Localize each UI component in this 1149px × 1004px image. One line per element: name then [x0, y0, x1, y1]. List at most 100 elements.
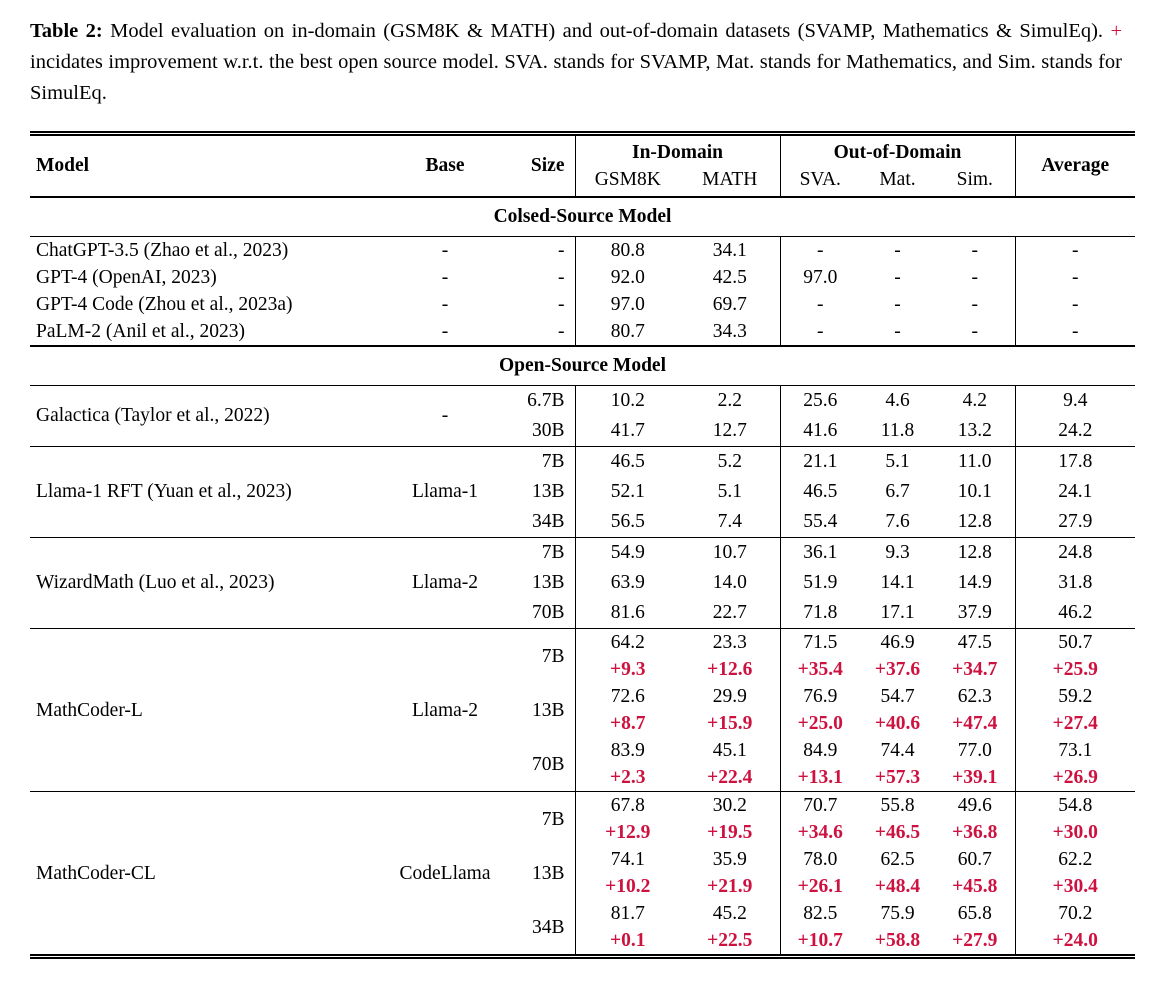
score-cell-mat: 11.8: [880, 420, 915, 441]
score-cell-average: 73.1: [1014, 737, 1135, 764]
score-cell-sva: 41.6: [779, 416, 860, 447]
improvement-cell-sim: +36.8: [952, 822, 998, 843]
score-cell-mat: 46.9: [860, 628, 935, 656]
score-cell-sva: -: [779, 236, 860, 264]
results-table: Model Base Size In-Domain Out-of-Domain …: [30, 131, 1135, 959]
score-cell-sva: 70.7: [779, 791, 860, 819]
table-row: 30B 41.7 12.7 41.6 11.8 13.2 24.2: [30, 416, 1135, 447]
score-cell-mat: 55.8: [860, 791, 935, 819]
improvement-cell-sva: +10.7: [779, 927, 860, 957]
model-cell: MathCoder-L: [30, 628, 395, 792]
table-row: 34B 56.5 7.4 55.4 7.6 12.8 27.9: [30, 507, 1135, 538]
score-cell-sim: 49.6: [935, 791, 1015, 819]
improvement-cell-sva: +26.1: [779, 873, 860, 900]
table-row-improvement: +10.2 +21.9 +26.1 +48.4 +45.8 +30.4: [30, 873, 1135, 900]
score-cell-sva: 21.1: [779, 446, 860, 477]
score-cell-mat: 14.1: [880, 572, 915, 593]
score-cell-math: 45.1: [712, 740, 747, 761]
improvement-cell-math: +21.9: [707, 876, 753, 897]
table-row: MathCoder-CL CodeLlama 7B 67.8 30.2 70.7…: [30, 791, 1135, 957]
score-cell-average: -: [1014, 291, 1135, 318]
table-row: 13B 63.9 14.0 51.9 14.1 14.9 31.8: [30, 568, 1135, 598]
score-cell-math: 5.2: [680, 446, 780, 477]
size-cell: -: [558, 321, 565, 342]
table-row: WizardMath (Luo et al., 2023) Llama-2 7B…: [30, 537, 1135, 629]
score-cell-sim: -: [971, 321, 979, 342]
header-row-groups: Model Base Size In-Domain Out-of-Domain …: [30, 133, 1135, 198]
size-cell: 6.7B: [527, 390, 565, 411]
table-row-improvement: +9.3 +12.6 +35.4 +37.6 +34.7 +25.9: [30, 656, 1135, 683]
score-cell-average: 24.8: [1014, 537, 1135, 568]
improvement-cell-gsm8k: +10.2: [574, 873, 680, 900]
score-cell-average: 54.8: [1014, 791, 1135, 819]
score-cell-sva: 71.5: [779, 628, 860, 656]
improvement-cell-math: +12.6: [707, 659, 753, 680]
score-cell-sim: 12.8: [935, 537, 1015, 568]
table-row: Galactica (Taylor et al., 2022) - 6.7B 1…: [30, 385, 1135, 426]
table-row: 13B 52.1 5.1 46.5 6.7 10.1 24.1: [30, 477, 1135, 507]
col-header-simuleq: Sim.: [935, 166, 1015, 198]
score-cell-gsm8k: 72.6: [574, 683, 680, 710]
score-cell-gsm8k: 81.7: [574, 900, 680, 927]
score-cell-sim: 11.0: [935, 446, 1015, 477]
col-group-out-of-domain: Out-of-Domain: [779, 133, 1015, 166]
score-cell-mat: -: [894, 267, 901, 288]
improvement-cell-gsm8k: +12.9: [574, 819, 680, 846]
table-row-improvement: +12.9 +19.5 +34.6 +46.5 +36.8 +30.0: [30, 819, 1135, 846]
model-cell: Galactica (Taylor et al., 2022): [36, 405, 270, 426]
score-cell-sva: 46.5: [779, 477, 860, 507]
table-row: 34B 81.7 45.2 82.5 75.9 65.8 70.2: [30, 900, 1135, 938]
score-cell-math: 10.7: [680, 537, 780, 568]
score-cell-mat: 17.1: [880, 602, 915, 623]
size-cell: 70B: [531, 602, 565, 623]
improvement-cell-gsm8k: +2.3: [574, 764, 680, 792]
improvement-cell-mat: +37.6: [874, 659, 921, 680]
score-cell-average: 70.2: [1014, 900, 1135, 927]
size-cell: -: [558, 267, 565, 288]
score-cell-math: 23.3: [680, 628, 780, 656]
model-cell: WizardMath (Luo et al., 2023): [30, 537, 395, 629]
improvement-cell-gsm8k: +8.7: [574, 710, 680, 737]
score-cell-gsm8k: 10.2: [574, 385, 680, 416]
table-row: 70B 83.9 45.1 84.9 74.4 77.0 73.1: [30, 737, 1135, 775]
caption-text-before: Model evaluation on in-domain (GSM8K & M…: [102, 20, 1111, 42]
score-cell-average: 17.8: [1014, 446, 1135, 477]
improvement-cell-math: +22.5: [707, 930, 753, 951]
score-cell-math: 35.9: [712, 849, 747, 870]
score-cell-sim: 13.2: [957, 420, 992, 441]
score-cell-sim: 60.7: [957, 849, 992, 870]
score-cell-average: -: [1014, 264, 1135, 291]
score-cell-sva: 71.8: [779, 598, 860, 629]
improvement-cell-sim: +34.7: [952, 659, 998, 680]
score-cell-sva: 78.0: [779, 846, 860, 873]
col-header-gsm8k: GSM8K: [574, 166, 680, 198]
score-cell-average: 62.2: [1014, 846, 1135, 873]
size-cell: -: [558, 240, 565, 261]
score-cell-mat: -: [894, 294, 901, 315]
header-row-datasets: GSM8K MATH SVA. Mat. Sim.: [30, 166, 1135, 198]
base-cell: Llama-2: [395, 628, 495, 792]
score-cell-math: 42.5: [712, 267, 747, 288]
base-cell: -: [441, 240, 449, 261]
score-cell-sva: 82.5: [779, 900, 860, 927]
col-header-model: Model: [30, 133, 395, 198]
score-cell-average: -: [1014, 318, 1135, 346]
caption-plus-symbol: +: [1110, 20, 1122, 42]
size-cell: 7B: [495, 791, 575, 846]
score-cell-math: 5.1: [717, 481, 742, 502]
score-cell-math: 7.4: [717, 511, 742, 532]
section-title: Open-Source Model: [30, 345, 1135, 386]
score-cell-gsm8k: 74.1: [574, 846, 680, 873]
score-cell-gsm8k: 80.8: [574, 236, 680, 264]
score-cell-sva: 84.9: [779, 737, 860, 764]
improvement-cell-sim: +45.8: [952, 876, 998, 897]
score-cell-average: 9.4: [1014, 385, 1135, 416]
model-cell: GPT-4 Code (Zhou et al., 2023a): [36, 294, 293, 315]
score-cell-math: 45.2: [712, 903, 747, 924]
score-cell-math: 14.0: [712, 572, 747, 593]
table-row: GPT-4 Code (Zhou et al., 2023a) - - 97.0…: [30, 291, 1135, 318]
score-cell-sim: -: [971, 267, 979, 288]
table-row-improvement: +2.3 +22.4 +13.1 +57.3 +39.1 +26.9: [30, 764, 1135, 792]
score-cell-gsm8k: 92.0: [574, 264, 680, 291]
improvement-cell-sva: +13.1: [779, 764, 860, 792]
